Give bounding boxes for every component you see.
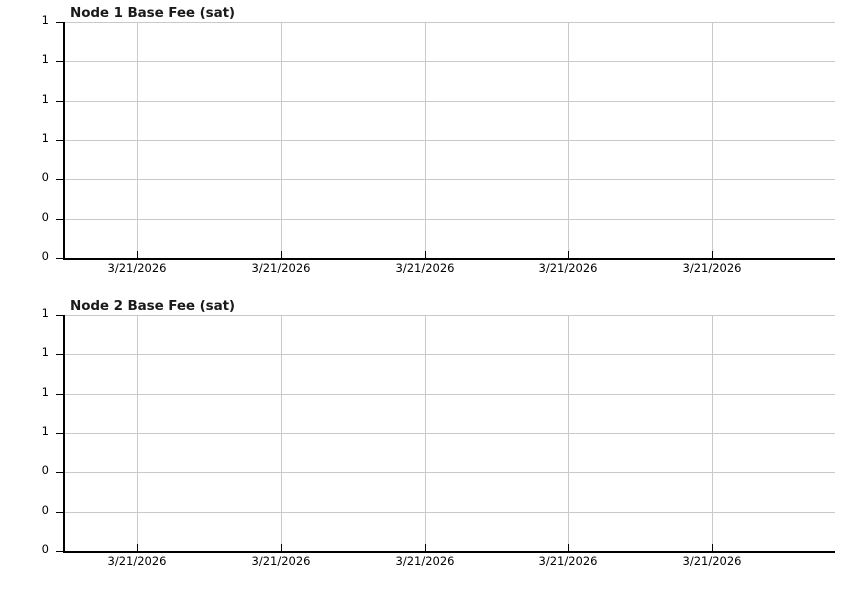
y-gridline <box>63 512 835 513</box>
plot-area[interactable] <box>63 315 835 552</box>
plot-area[interactable] <box>63 22 835 259</box>
y-gridline <box>63 394 835 395</box>
y-axis-label: 1 <box>41 345 49 359</box>
x-axis-label: 3/21/2026 <box>251 554 311 568</box>
y-axis-tick <box>56 472 63 474</box>
y-gridline <box>63 140 835 141</box>
y-gridline <box>63 101 835 102</box>
x-axis-tick <box>425 544 427 552</box>
y-axis-tick <box>56 101 63 103</box>
y-gridline <box>63 354 835 355</box>
x-gridline <box>137 22 138 258</box>
x-gridline <box>281 22 282 258</box>
y-axis-label: 1 <box>41 13 49 27</box>
y-gridline <box>63 219 835 220</box>
x-axis-label: 3/21/2026 <box>251 261 311 275</box>
y-axis-label: 1 <box>41 92 49 106</box>
x-axis-tick <box>712 251 714 259</box>
x-axis-tick <box>281 544 283 552</box>
y-axis-label: 1 <box>41 131 49 145</box>
y-axis-label: 0 <box>41 463 49 477</box>
x-axis-label: 3/21/2026 <box>538 554 598 568</box>
y-axis-line <box>63 315 65 552</box>
x-axis-label: 3/21/2026 <box>682 554 742 568</box>
y-axis-tick <box>56 512 63 514</box>
y-axis-label: 1 <box>41 52 49 66</box>
y-axis-tick <box>56 315 63 317</box>
y-gridline <box>63 179 835 180</box>
x-axis-tick <box>281 251 283 259</box>
y-axis-label: 0 <box>41 249 49 263</box>
x-gridline <box>568 22 569 258</box>
y-axis-line <box>63 22 65 259</box>
chart-title: Node 1 Base Fee (sat) <box>70 5 236 21</box>
x-axis-label: 3/21/2026 <box>682 261 742 275</box>
y-axis-label: 1 <box>41 424 49 438</box>
y-gridline <box>63 472 835 473</box>
x-axis-label: 3/21/2026 <box>107 261 167 275</box>
x-gridline <box>568 315 569 551</box>
y-axis-tick <box>56 258 63 260</box>
x-axis-tick <box>568 251 570 259</box>
y-gridline <box>63 315 835 316</box>
y-axis-tick <box>56 219 63 221</box>
y-axis-tick <box>56 22 63 24</box>
x-axis-label: 3/21/2026 <box>395 261 455 275</box>
y-gridline <box>63 61 835 62</box>
x-axis-line <box>63 551 835 553</box>
y-axis-label: 0 <box>41 503 49 517</box>
x-gridline <box>425 22 426 258</box>
y-axis-tick <box>56 61 63 63</box>
y-axis-tick <box>56 179 63 181</box>
x-axis-tick <box>425 251 427 259</box>
x-axis-line <box>63 258 835 260</box>
y-axis-tick <box>56 394 63 396</box>
y-axis-label: 0 <box>41 170 49 184</box>
chart-title: Node 2 Base Fee (sat) <box>70 298 236 314</box>
x-axis-label: 3/21/2026 <box>395 554 455 568</box>
x-axis-tick <box>568 544 570 552</box>
y-gridline <box>63 433 835 434</box>
y-axis-label: 0 <box>41 542 49 556</box>
x-axis-tick <box>712 544 714 552</box>
y-axis-label: 1 <box>41 385 49 399</box>
x-gridline <box>425 315 426 551</box>
x-axis-label: 3/21/2026 <box>107 554 167 568</box>
chart-panel-node-1: Node 1 Base Fee (sat) 1 1 1 1 0 0 0 3/21/2026 3/… <box>0 0 860 290</box>
y-axis-tick <box>56 354 63 356</box>
x-gridline <box>137 315 138 551</box>
x-axis-tick <box>137 251 139 259</box>
x-axis-tick <box>137 544 139 552</box>
x-gridline <box>712 315 713 551</box>
y-axis-tick <box>56 551 63 553</box>
y-gridline <box>63 22 835 23</box>
y-axis-label: 1 <box>41 306 49 320</box>
y-axis-tick <box>56 140 63 142</box>
x-gridline <box>281 315 282 551</box>
chart-panel-node-2: Node 2 Base Fee (sat) 1 1 1 1 0 0 0 3/21/2026 3/… <box>0 293 860 583</box>
x-axis-label: 3/21/2026 <box>538 261 598 275</box>
y-axis-label: 0 <box>41 210 49 224</box>
y-axis-tick <box>56 433 63 435</box>
x-gridline <box>712 22 713 258</box>
